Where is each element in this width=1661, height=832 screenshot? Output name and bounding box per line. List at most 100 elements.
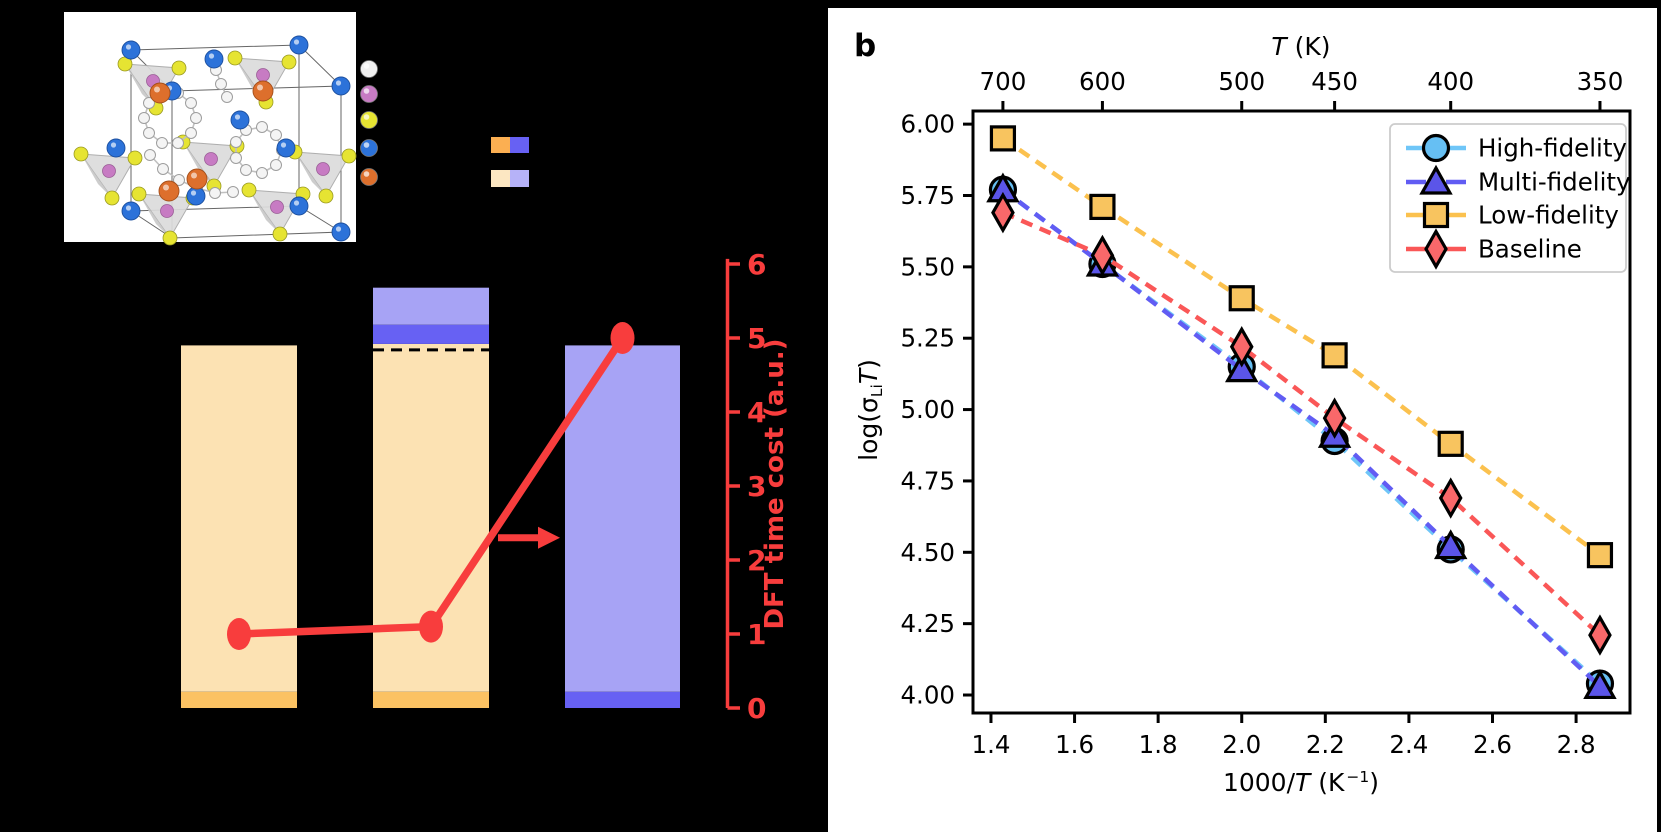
pink-atom: [316, 162, 330, 176]
x-tick-label: 2.6: [1473, 730, 1512, 759]
blue-atom: [289, 196, 309, 216]
bar-2-segment: [373, 287, 489, 325]
x-tick-label: 2.4: [1389, 730, 1428, 759]
cost-axis-tick-label: 0: [747, 692, 766, 725]
data-point-square: [1089, 193, 1116, 221]
dft-cost-bar-chart: 0 1 2 3 4 5 6 DFT time cost (a.u.): [181, 248, 790, 725]
bar-2-segment: [373, 691, 489, 708]
cost-axis-tick-label: 4: [747, 396, 766, 429]
white-atom: [209, 187, 221, 199]
data-point-diamond: [1438, 477, 1463, 519]
blue-atom: [204, 49, 224, 69]
yellow-atom: [341, 148, 357, 164]
pink-atom: [160, 204, 174, 218]
series-line: [1001, 136, 1602, 557]
legend-yellow-sphere: [360, 111, 378, 129]
data-point-diamond: [1322, 397, 1347, 439]
legend-box: [1389, 123, 1627, 273]
yellow-atom: [104, 190, 120, 206]
swatch-swatch_purple: [510, 170, 529, 187]
swatch-swatch_cream: [491, 170, 510, 187]
atom-color-legend: [360, 60, 378, 186]
data-point-square: [1321, 342, 1348, 369]
sphere-highlight: [154, 86, 160, 93]
pink-atom: [270, 200, 284, 214]
yellow-atom: [127, 150, 143, 166]
legend-triangle-icon: [1419, 164, 1453, 195]
bar-1-segment: [181, 691, 297, 708]
pink-atom: [102, 164, 116, 178]
blue-atom: [230, 110, 250, 130]
plot-frame: [971, 109, 1632, 715]
y-tick-label: 4.00: [900, 681, 955, 710]
orange-atom: [252, 80, 274, 102]
pink-atom: [256, 68, 270, 82]
sphere-highlight: [363, 114, 370, 120]
series-baseline: [991, 191, 1612, 656]
y-tick-label: 4.25: [900, 609, 955, 638]
sphere-highlight: [280, 142, 287, 148]
pink-atom: [204, 152, 218, 166]
sphere-highlight: [110, 142, 117, 148]
bar-color-swatches: [491, 137, 529, 187]
cost-line-marker: [610, 322, 635, 354]
yellow-atom: [318, 188, 334, 204]
arrow-head-icon: [538, 526, 560, 549]
white-atom: [173, 174, 185, 186]
cost-line-marker: [419, 610, 443, 643]
sphere-highlight: [363, 63, 370, 69]
top-tick-label: 450: [1311, 67, 1358, 96]
panel-b: 1.4 1.6 1.8 2.0 2.2 2.4 2.6 2.8 700 600 500 450 400 3…: [828, 8, 1657, 832]
x-tick-label: 1.4: [971, 730, 1010, 759]
blue-atom: [289, 35, 309, 55]
yellow-atom: [241, 182, 257, 198]
sphere-highlight: [293, 39, 300, 45]
x-axis-title: 1000/T (K −1): [1222, 768, 1380, 797]
data-point-diamond: [1229, 326, 1254, 368]
y-tick-label: 5.00: [900, 395, 955, 424]
cost-axis-tick-label: 6: [747, 248, 766, 281]
cost-axis-tick-label: 5: [747, 322, 766, 355]
data-point-square: [1228, 285, 1255, 312]
legend-label: Baseline: [1478, 235, 1582, 264]
legend-square-icon: [1422, 201, 1450, 229]
white-atom: [157, 163, 169, 175]
sphere-highlight: [191, 172, 197, 179]
tetrahedron-shade: [249, 190, 280, 234]
sphere-highlight: [335, 226, 342, 232]
y-axis-title: log(σLiT): [854, 359, 886, 461]
y-tick-label: 6.00: [900, 110, 955, 139]
white-atom: [256, 167, 268, 179]
series-line: [1001, 187, 1602, 689]
white-atom: [230, 152, 242, 164]
legend-blue-sphere: [360, 139, 378, 157]
data-point-diamond: [991, 191, 1015, 234]
data-point-triangle: [1583, 669, 1617, 700]
y-tick-label: 5.50: [900, 252, 955, 281]
top-tick-label: 700: [980, 67, 1027, 96]
blue-atom: [106, 138, 126, 158]
blue-atom: [121, 40, 141, 60]
sphere-highlight: [163, 184, 169, 191]
x-tick-label: 1.8: [1139, 730, 1178, 759]
tetrahedron-shade: [139, 194, 170, 238]
sphere-highlight: [208, 53, 215, 59]
y-tick-label: 4.50: [900, 538, 955, 567]
legend-circle-icon: [1421, 133, 1451, 163]
crystal-image-background: [64, 12, 356, 242]
data-point-square: [1437, 430, 1464, 457]
sphere-highlight: [234, 114, 241, 120]
white-atom: [138, 112, 150, 124]
yellow-atom: [73, 146, 89, 162]
legend-orange-sphere: [360, 168, 378, 186]
blue-atom: [186, 186, 206, 206]
white-atom: [270, 129, 282, 141]
sphere-highlight: [190, 190, 197, 196]
yellow-atom: [227, 50, 243, 66]
white-atom: [227, 186, 239, 198]
orange-atom: [149, 82, 171, 104]
top-tick-label: 500: [1218, 67, 1265, 96]
legend-white-sphere: [360, 60, 378, 78]
legend-label: Multi-fidelity: [1478, 168, 1631, 197]
bar-2-segment: [373, 324, 489, 344]
